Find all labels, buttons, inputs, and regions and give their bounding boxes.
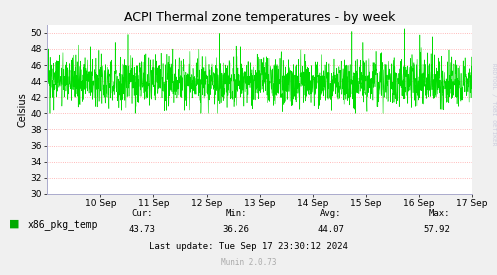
- Text: 43.73: 43.73: [128, 226, 155, 234]
- Title: ACPI Thermal zone temperatures - by week: ACPI Thermal zone temperatures - by week: [124, 10, 396, 24]
- Text: Max:: Max:: [428, 209, 450, 218]
- Text: 57.92: 57.92: [423, 226, 450, 234]
- Text: Cur:: Cur:: [131, 209, 153, 218]
- Text: 44.07: 44.07: [317, 226, 344, 234]
- Text: Last update: Tue Sep 17 23:30:12 2024: Last update: Tue Sep 17 23:30:12 2024: [149, 242, 348, 251]
- Text: ■: ■: [9, 219, 19, 229]
- Text: Min:: Min:: [225, 209, 247, 218]
- Y-axis label: Celsius: Celsius: [17, 92, 27, 127]
- Text: 36.26: 36.26: [223, 226, 249, 234]
- Text: RRDTOOL / TOBI OETIKER: RRDTOOL / TOBI OETIKER: [491, 63, 496, 146]
- Text: Munin 2.0.73: Munin 2.0.73: [221, 258, 276, 267]
- Text: Avg:: Avg:: [320, 209, 341, 218]
- Text: x86_pkg_temp: x86_pkg_temp: [27, 219, 98, 230]
